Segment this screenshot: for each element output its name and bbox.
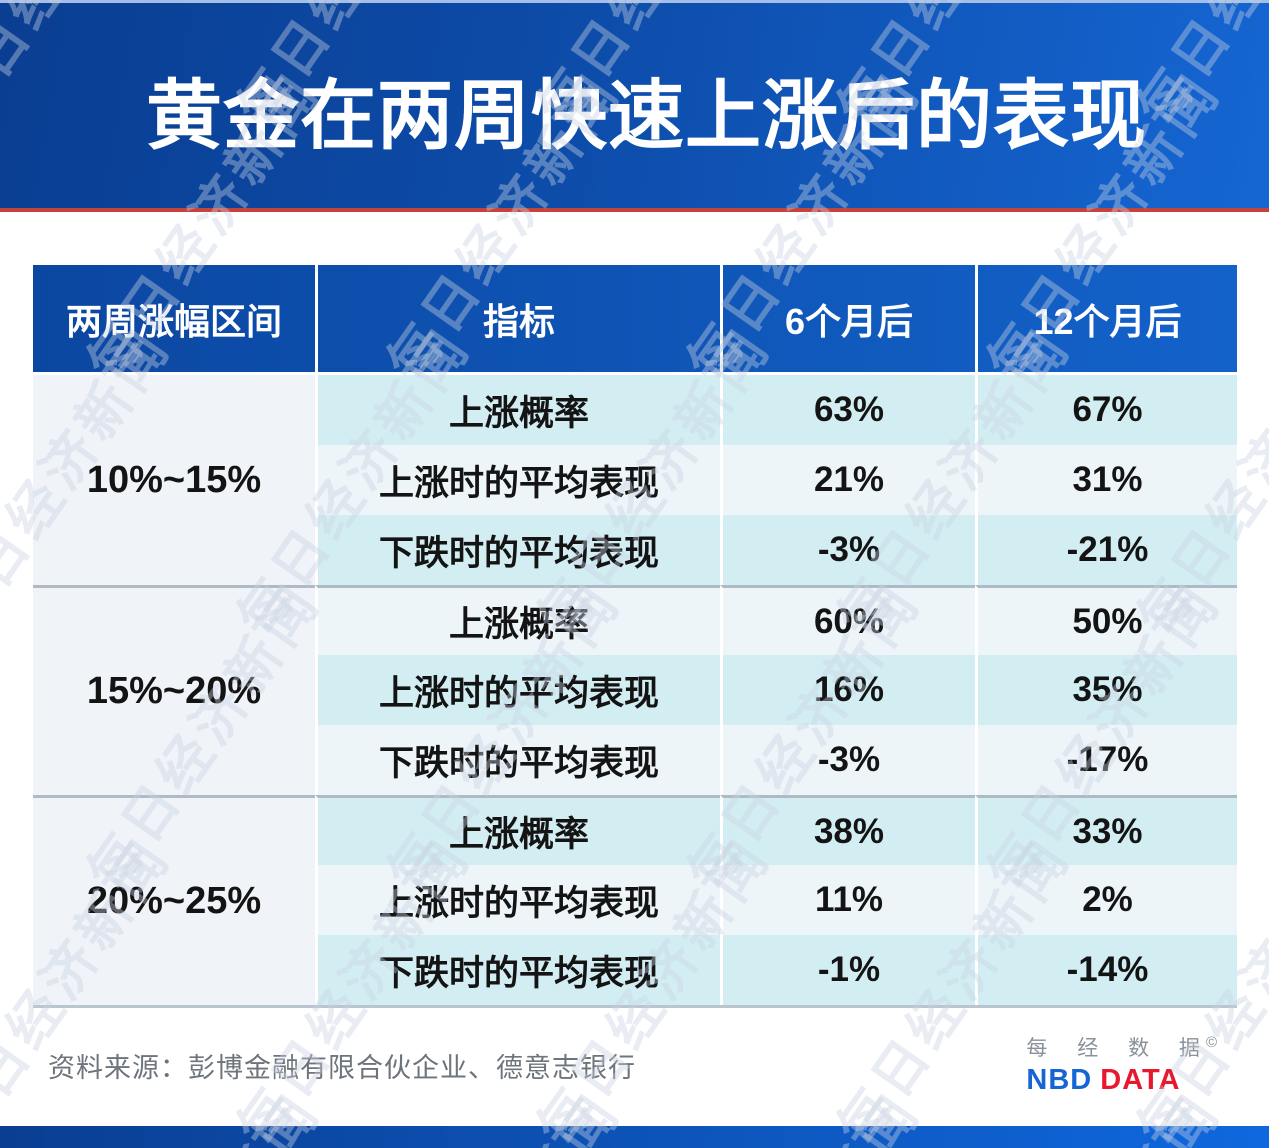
performance-table: 两周涨幅区间 指标 6个月后 12个月后 10%~15% 上涨概率 63% 67… (33, 265, 1237, 1008)
cell-indicator: 下跌时的平均表现 (315, 725, 720, 795)
top-edge-strip (0, 0, 1269, 3)
group-label-15-20: 15%~20% (33, 585, 315, 795)
cell-value-6m: -1% (720, 935, 975, 1005)
copyright-icon: © (1205, 1034, 1217, 1051)
cell-value-12m: -17% (975, 725, 1237, 795)
cell-value-12m: 50% (975, 585, 1237, 655)
logo-data-text: DATA (1100, 1064, 1181, 1096)
page-title: 黄金在两周快速上涨后的表现 (146, 73, 1147, 159)
col-header-12m: 12个月后 (975, 265, 1237, 375)
logo-chinese-text: 每 经 数 据 (1026, 1037, 1212, 1060)
cell-value-6m: -3% (720, 725, 975, 795)
cell-value-6m: 11% (720, 865, 975, 935)
cell-value-12m: -21% (975, 515, 1237, 585)
logo-english-line: NBD DATA (1026, 1064, 1217, 1097)
col-header-6m: 6个月后 (720, 265, 975, 375)
cell-value-6m: 21% (720, 445, 975, 515)
cell-value-12m: 33% (975, 795, 1237, 865)
cell-value-6m: 63% (720, 375, 975, 445)
logo-nbd-text: NBD (1026, 1064, 1093, 1096)
cell-indicator: 下跌时的平均表现 (315, 935, 720, 1005)
cell-indicator: 上涨概率 (315, 585, 720, 655)
title-banner: 黄金在两周快速上涨后的表现 (0, 3, 1269, 212)
col-header-indicator: 指标 (315, 265, 720, 375)
cell-indicator: 上涨概率 (315, 375, 720, 445)
cell-value-12m: 2% (975, 865, 1237, 935)
cell-value-6m: -3% (720, 515, 975, 585)
watermark-text: 每日经济新闻 (1264, 564, 1269, 904)
group-label-10-15: 10%~15% (33, 375, 315, 585)
cell-indicator: 上涨时的平均表现 (315, 445, 720, 515)
cell-value-12m: 31% (975, 445, 1237, 515)
cell-value-6m: 60% (720, 585, 975, 655)
cell-indicator: 上涨时的平均表现 (315, 655, 720, 725)
cell-indicator: 上涨概率 (315, 795, 720, 865)
cell-value-6m: 38% (720, 795, 975, 865)
nbd-data-logo: 每 经 数 据© NBD DATA (1026, 1032, 1217, 1097)
col-header-range: 两周涨幅区间 (33, 265, 315, 375)
cell-value-12m: -14% (975, 935, 1237, 1005)
cell-value-12m: 67% (975, 375, 1237, 445)
bottom-edge-bar (0, 1126, 1269, 1148)
cell-value-12m: 35% (975, 655, 1237, 725)
source-note: 资料来源：彭博金融有限合伙企业、德意志银行 (48, 1053, 636, 1083)
logo-chinese-line: 每 经 数 据© (1026, 1032, 1217, 1062)
cell-indicator: 上涨时的平均表现 (315, 865, 720, 935)
cell-indicator: 下跌时的平均表现 (315, 515, 720, 585)
cell-value-6m: 16% (720, 655, 975, 725)
group-label-20-25: 20%~25% (33, 795, 315, 1005)
